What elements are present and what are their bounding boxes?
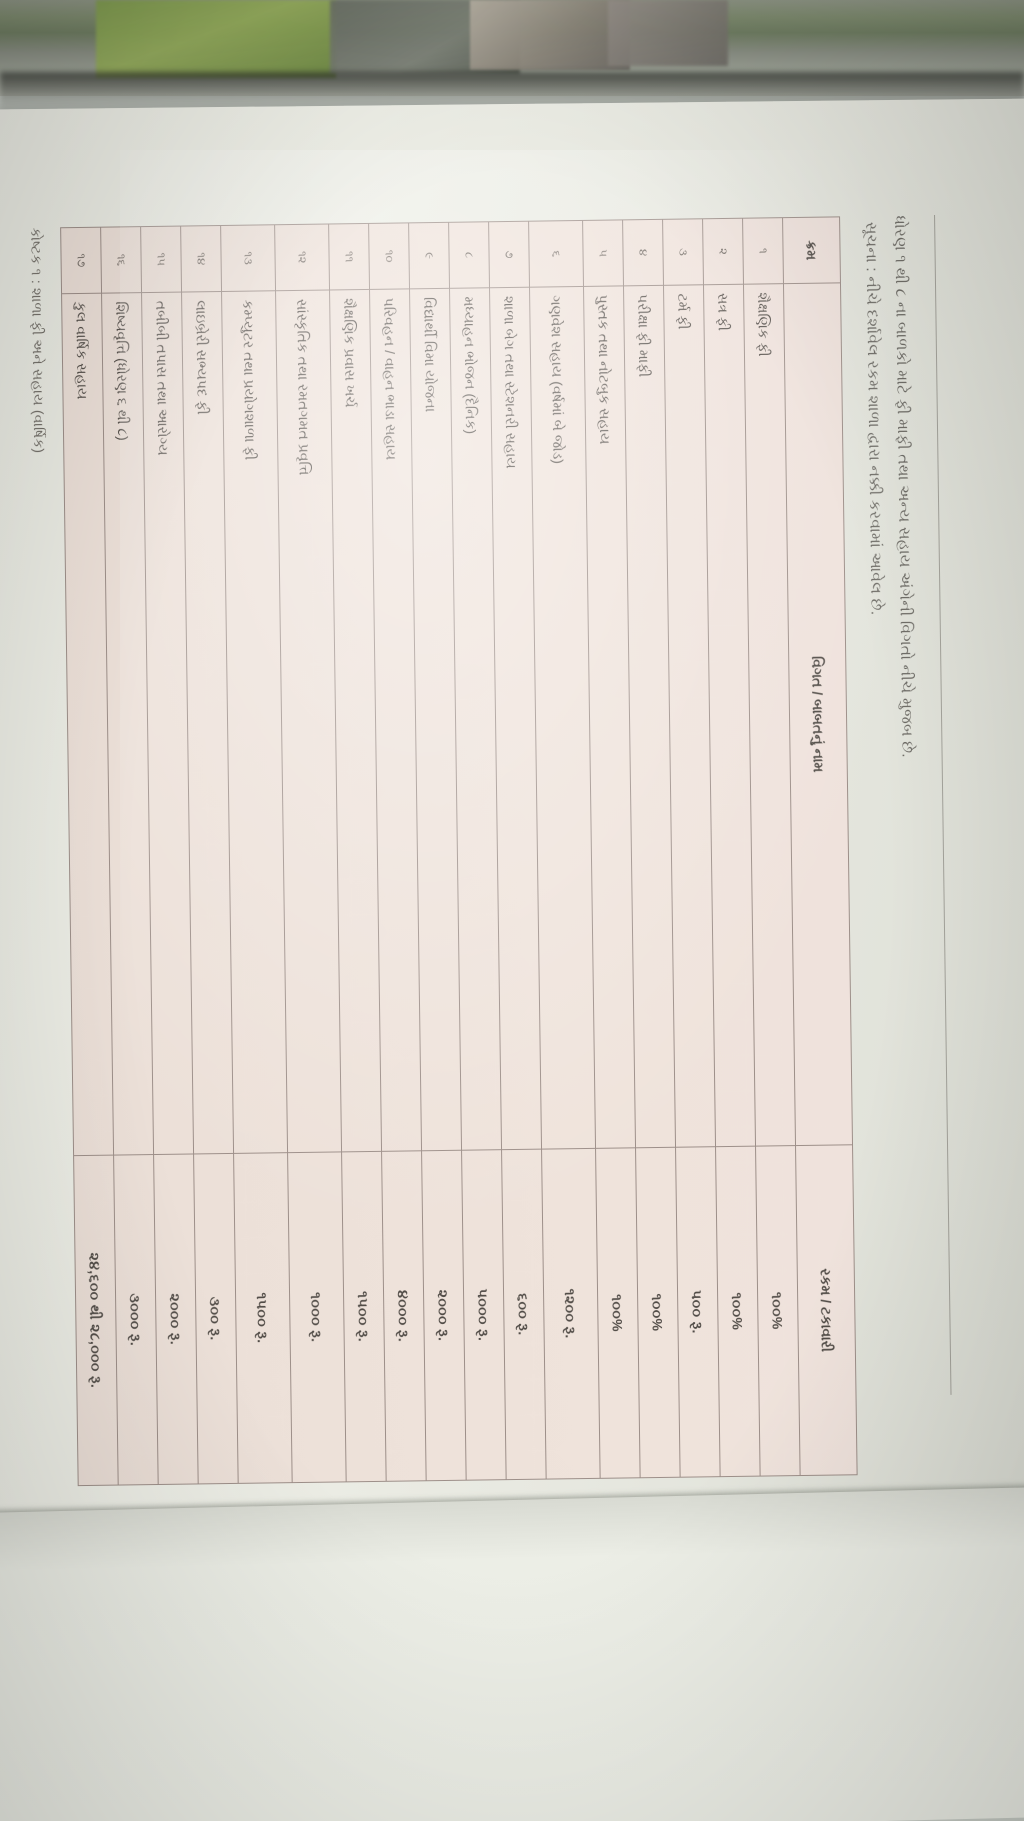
cell-value: ૩૦૦૦ રૂ. [113, 1154, 158, 1486]
cell-value: ૬૦૦ રૂ. [501, 1149, 546, 1480]
cell-value: ૫૦૦ રૂ. [675, 1146, 720, 1478]
rotated-page-content: ધોરણ ૧ થી ૮ ના બાળકો માટે ફી માફી તથા અન… [28, 189, 952, 1531]
cell-value: ૧૫૦૦ રૂ. [341, 1151, 386, 1482]
cell-value: ૨૦૦૦ રૂ. [153, 1153, 198, 1485]
cell-sr: ૧૨ [274, 224, 330, 291]
cell-value: ૧૦૦% [715, 1146, 760, 1477]
cell-sr: ૧૧ [328, 223, 370, 290]
cell-sr: ૪ [622, 219, 664, 286]
cell-sr: ૧૪ [180, 225, 222, 293]
cell-value: ૩૦૦ રૂ. [193, 1153, 238, 1484]
cell-sr: ૬ [528, 220, 584, 288]
desk-object-green [96, 0, 336, 78]
cell-value: ૧૦૦% [755, 1145, 800, 1477]
table-body: ૧ શૈક્ષણિક ફી ૧૦૦% ૨ સત્ર ફી ૧૦૦% ૩ ટર્મ ફી ૫૦૦ … [60, 217, 800, 1486]
cell-sr: ૧૩ [220, 224, 276, 292]
cell-value: ૪૦૦૦ રૂ. [381, 1150, 426, 1482]
cell-sr: ૮ [448, 221, 490, 289]
cell-sr: ૭ [488, 221, 530, 288]
cell-value: ૧૨૦૦ રૂ. [541, 1148, 600, 1480]
cell-sr: ૯ [408, 222, 450, 289]
cell-sr: ૩ [662, 218, 704, 286]
cell-sr: ૧૭ [60, 227, 102, 294]
cell-value: ૧૦૦% [595, 1147, 640, 1479]
cell-value: ૫૦૦૦ રૂ. [461, 1149, 506, 1481]
cell-sr: ૧ [742, 217, 784, 285]
cell-sr: ૧૫ [140, 226, 182, 293]
desk-object-light [470, 0, 630, 70]
column-header-sr: ક્રમ [782, 216, 841, 284]
cell-value: ૨૦૦૦ રૂ. [421, 1150, 466, 1481]
document-page-lower [0, 1486, 1024, 1821]
cell-sr: ૧૦ [368, 222, 410, 290]
column-header-value: રકમ / ટકાવારી [795, 1144, 857, 1476]
cell-sr: ૫ [582, 219, 624, 287]
desk-object-grey [608, 0, 728, 66]
cell-sr: ૨ [702, 218, 744, 285]
cell-value: ૨૪,૬૦૦ થી ૨૮,૦૦૦ રૂ. [73, 1155, 118, 1486]
cell-sr: ૧૬ [100, 226, 142, 294]
cell-value: ૧૫૦૦ રૂ. [233, 1152, 292, 1484]
cell-value: ૧૦૦૦ રૂ. [287, 1151, 346, 1483]
column-header-desc: વિગત / બાબતનું નામ [783, 282, 853, 1146]
cell-value: ૧૦૦% [635, 1147, 680, 1478]
